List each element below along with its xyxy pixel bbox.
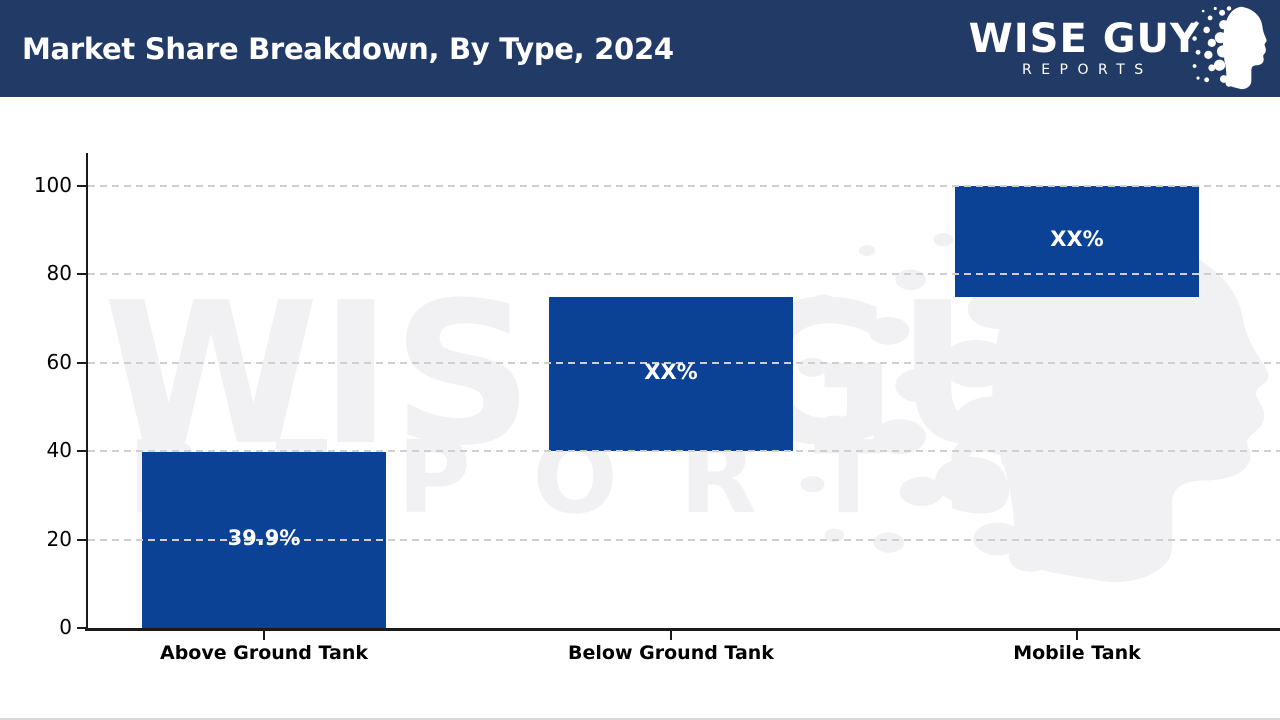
brand-reports-label: REPORTS (1021, 61, 1153, 78)
y-tick-label: 60 (46, 349, 72, 374)
chart-plot-area: 0 20 40 60 80 100 39.9% Above Ground Tank XX% Bel… (0, 97, 1280, 720)
y-tick-mark (77, 185, 86, 187)
x-tick-mark (1076, 631, 1078, 640)
brand-logo: WISE GUY REPORTS (969, 4, 1272, 92)
bottom-border (0, 718, 1280, 720)
y-tick-mark (77, 361, 86, 364)
bar-below-ground-tank (549, 296, 793, 452)
y-tick-label: 0 (59, 615, 72, 639)
y-tick-mark (77, 273, 86, 276)
page-title: Market Share Breakdown, By Type, 2024 (22, 31, 674, 66)
gridline-60 (88, 361, 1280, 364)
y-tick-label: 80 (46, 261, 72, 286)
category-label: Mobile Tank (1013, 642, 1141, 664)
brand-text: WISE GUY REPORTS (969, 19, 1200, 78)
y-tick-mark (77, 627, 86, 629)
y-tick-label: 100 (33, 173, 72, 197)
brand-face-icon (1192, 6, 1267, 90)
x-axis-line (85, 628, 1280, 631)
y-tick-label: 40 (46, 438, 72, 463)
x-tick-mark (670, 631, 672, 640)
gridline-100 (88, 185, 1280, 187)
brand-wise-guy-label: WISE GUY (968, 15, 1200, 62)
y-axis-line (86, 153, 88, 631)
y-tick-mark (77, 538, 86, 541)
bar-value-label: XX% (1050, 227, 1104, 252)
header-bar: Market Share Breakdown, By Type, 2024 WI… (0, 0, 1280, 97)
y-tick-label: 20 (46, 526, 72, 551)
gridline-20 (88, 538, 1280, 541)
category-label: Below Ground Tank (568, 642, 774, 664)
x-tick-mark (263, 631, 265, 640)
bar-value-label: 39.9% (227, 525, 301, 550)
y-tick-mark (77, 450, 86, 453)
gridline-80 (88, 273, 1280, 276)
gridline-40 (88, 450, 1280, 453)
bar-value-label: XX% (644, 359, 698, 384)
category-label: Above Ground Tank (159, 642, 369, 664)
